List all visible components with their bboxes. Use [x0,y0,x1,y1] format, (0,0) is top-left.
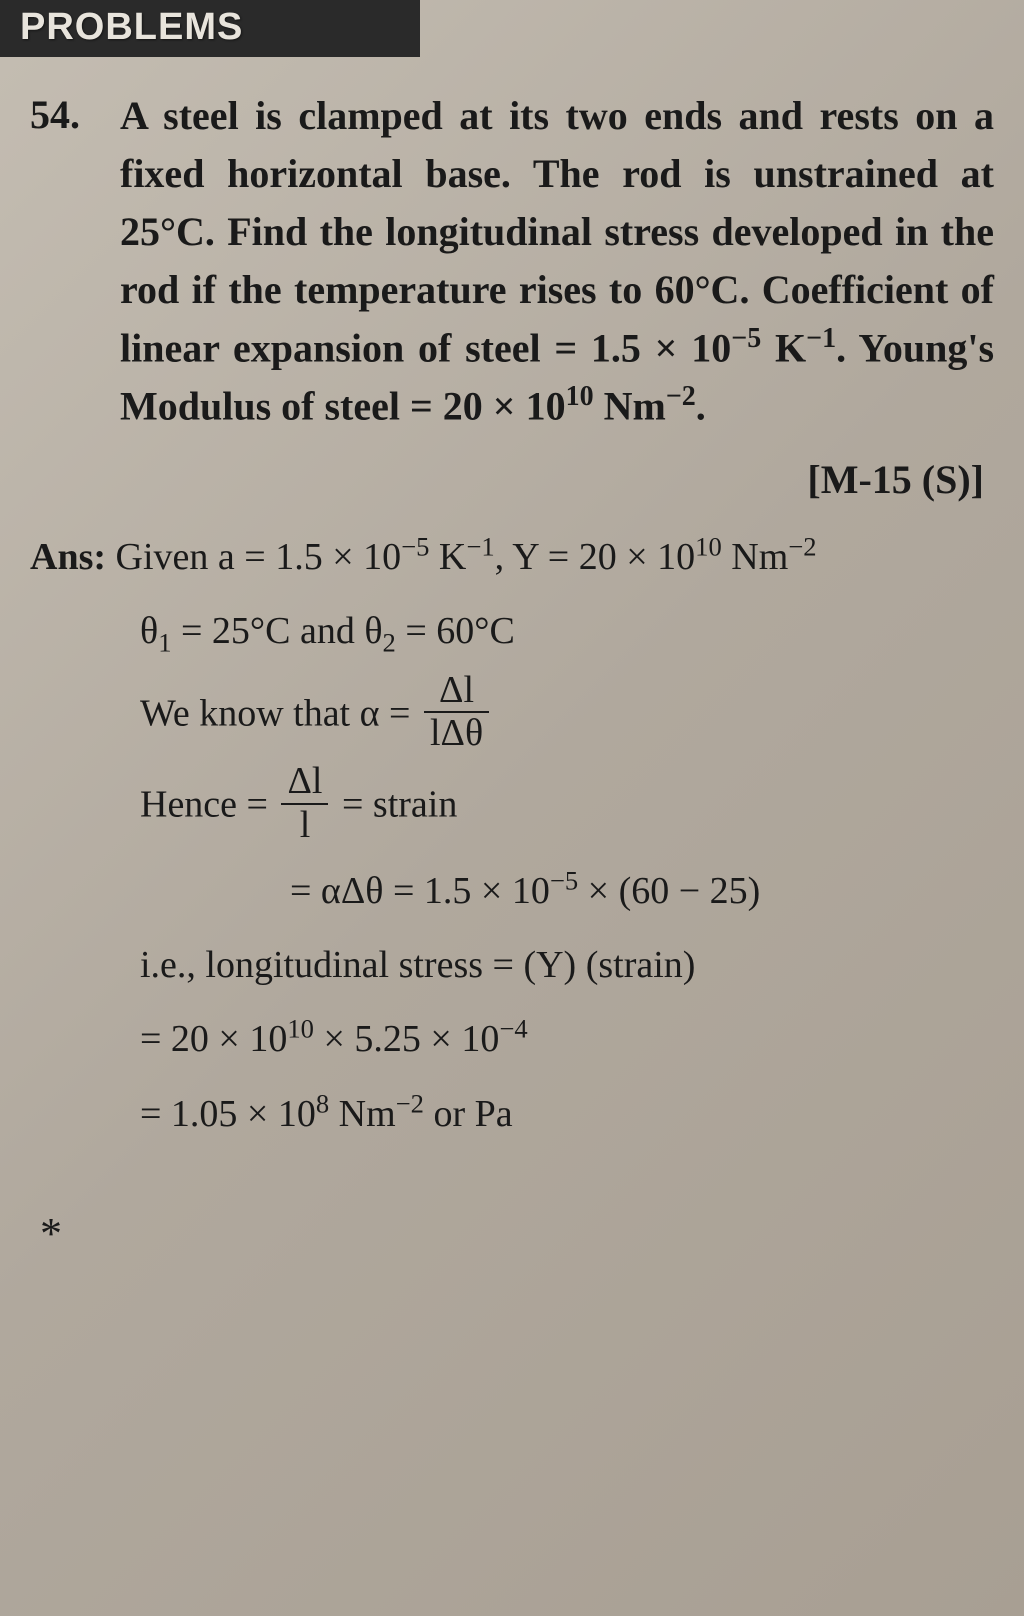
question-number: 54. [30,87,120,436]
page-container: PROBLEMS 54. A steel is clamped at its t… [0,0,1024,1616]
answer-given-line: Ans: Given a = 1.5 × 10−5 K−1, Y = 20 × … [30,523,994,591]
theta-line: θ1 = 25°C and θ2 = 60°C [140,597,994,667]
alpha-frac-num: Δl [424,670,489,714]
hence-prefix: Hence = [140,784,277,826]
stress-step1-line: = 20 × 1010 × 5.25 × 10−4 [140,1005,994,1073]
header-title: PROBLEMS [20,6,243,48]
hence-suffix: = strain [342,784,457,826]
answer-block: Ans: Given a = 1.5 × 10−5 K−1, Y = 20 × … [30,523,994,1149]
strain-calc-line: = αΔθ = 1.5 × 10−5 × (60 − 25) [290,857,994,925]
stress-result-line: = 1.05 × 108 Nm−2 or Pa [140,1080,994,1148]
answer-label: Ans: [30,536,106,578]
hence-frac-den: l [281,805,328,847]
alpha-frac-den: lΔθ [424,713,489,755]
source-tag: [M-15 (S)] [30,456,984,503]
alpha-fraction: Δl lΔθ [424,670,489,756]
alpha-prefix: We know that α = [140,692,420,734]
stress-label-line: i.e., longitudinal stress = (Y) (strain) [140,931,994,999]
question-block: 54. A steel is clamped at its two ends a… [30,87,994,436]
hence-frac-num: Δl [281,761,328,805]
question-text: A steel is clamped at its two ends and r… [120,87,994,436]
hence-line: Hence = Δl l = strain [140,765,994,851]
footer-asterisk: * [40,1208,994,1259]
alpha-definition-line: We know that α = Δl lΔθ [140,674,994,760]
problems-header: PROBLEMS [0,0,420,57]
given-values: Given a = 1.5 × 10−5 K−1, Y = 20 × 1010 … [116,536,817,578]
content-area: 54. A steel is clamped at its two ends a… [0,57,1024,1289]
hence-fraction: Δl l [281,761,328,847]
